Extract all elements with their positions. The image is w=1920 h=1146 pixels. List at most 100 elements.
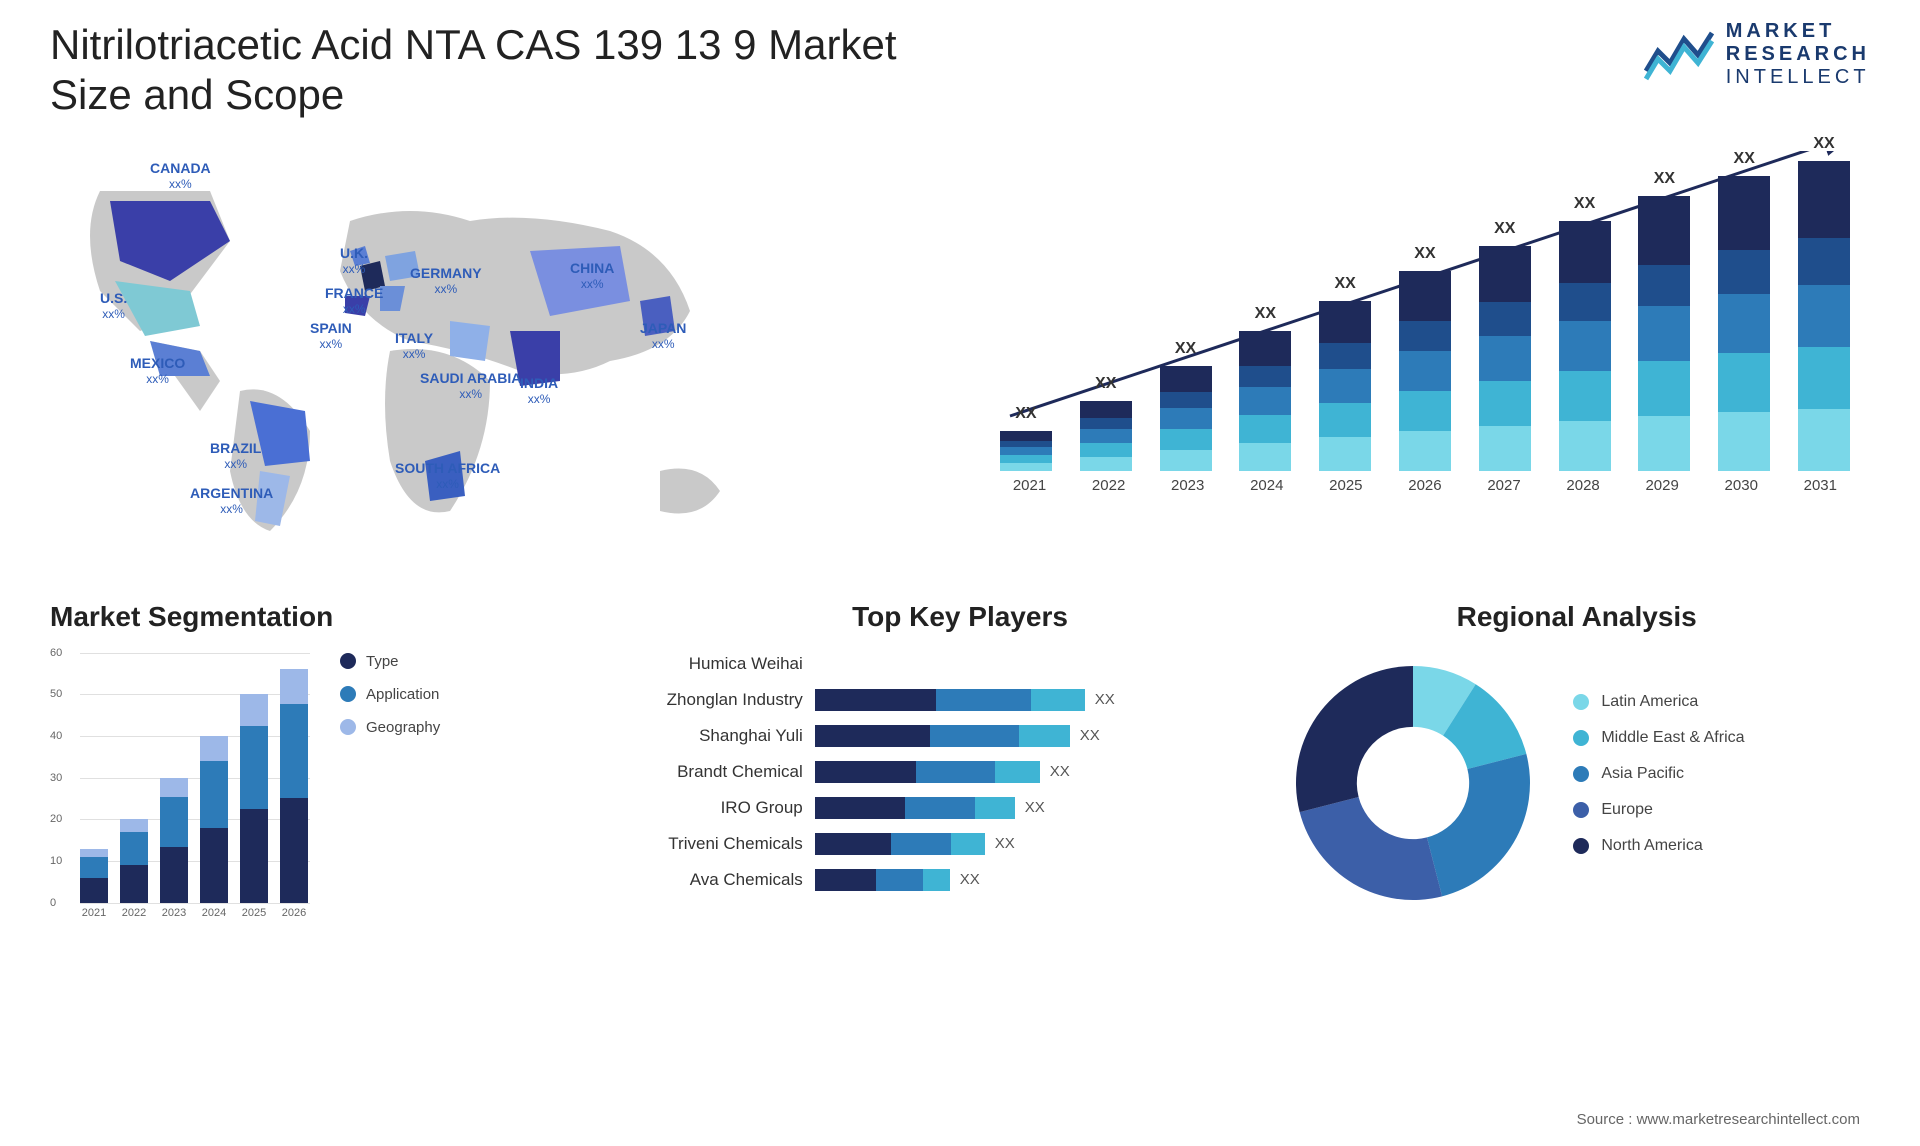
map-label: BRAZILxx% (210, 441, 261, 472)
logo-line3: INTELLECT (1726, 66, 1870, 89)
seg-year: 2026 (280, 907, 308, 919)
player-bar: XX (815, 869, 1115, 891)
legend-item: Geography (340, 719, 440, 736)
player-value: XX (1095, 691, 1115, 708)
bar-value-label: XX (1000, 405, 1052, 423)
map-label: ITALYxx% (395, 331, 433, 362)
map-label: ARGENTINAxx% (190, 486, 273, 517)
player-value: XX (1050, 763, 1070, 780)
map-label: SOUTH AFRICAxx% (395, 461, 500, 492)
regional-panel: Regional Analysis Latin AmericaMiddle Ea… (1283, 601, 1870, 933)
player-name: Zhonglan Industry (667, 689, 803, 711)
bar-value-label: XX (1319, 275, 1371, 293)
legend-item: Type (340, 653, 440, 670)
seg-year: 2025 (240, 907, 268, 919)
seg-year: 2021 (80, 907, 108, 919)
player-bar: XX (815, 833, 1115, 855)
regional-donut (1283, 653, 1543, 913)
market-bar: XX (1638, 196, 1690, 471)
seg-year: 2023 (160, 907, 188, 919)
player-name: IRO Group (721, 797, 803, 819)
year-label: 2022 (1083, 477, 1135, 494)
logo-line2: RESEARCH (1726, 43, 1870, 66)
bar-value-label: XX (1239, 305, 1291, 323)
year-label: 2031 (1794, 477, 1846, 494)
market-bar: XX (1080, 401, 1132, 471)
player-name: Ava Chemicals (690, 869, 803, 891)
year-label: 2021 (1004, 477, 1056, 494)
player-bar: XX (815, 725, 1115, 747)
year-label: 2029 (1636, 477, 1688, 494)
segmentation-bar (160, 778, 188, 903)
map-label: U.S.xx% (100, 291, 127, 322)
bar-value-label: XX (1399, 245, 1451, 263)
year-label: 2030 (1715, 477, 1767, 494)
bar-value-label: XX (1559, 195, 1611, 213)
market-bar: XX (1718, 176, 1770, 471)
donut-slice (1296, 666, 1413, 812)
legend-item: Asia Pacific (1573, 765, 1744, 783)
map-label: U.K.xx% (340, 246, 368, 277)
map-label: JAPANxx% (640, 321, 686, 352)
seg-year: 2022 (120, 907, 148, 919)
map-label: INDIAxx% (520, 376, 558, 407)
player-bar: XX (815, 689, 1115, 711)
segmentation-bar (80, 849, 108, 903)
players-title: Top Key Players (667, 601, 1254, 633)
legend-item: Application (340, 686, 440, 703)
page-title: Nitrilotriacetic Acid NTA CAS 139 13 9 M… (50, 20, 950, 121)
year-label: 2027 (1478, 477, 1530, 494)
segmentation-bar (200, 736, 228, 903)
map-label: SAUDI ARABIAxx% (420, 371, 521, 402)
year-label: 2025 (1320, 477, 1372, 494)
player-name: Shanghai Yuli (699, 725, 803, 747)
player-value: XX (960, 871, 980, 888)
logo-line1: MARKET (1726, 20, 1870, 43)
legend-item: Europe (1573, 801, 1744, 819)
bar-value-label: XX (1080, 375, 1132, 393)
legend-item: Latin America (1573, 693, 1744, 711)
market-bar: XX (1399, 271, 1451, 471)
legend-item: North America (1573, 837, 1744, 855)
players-panel: Top Key Players Humica Weihai Zhonglan In… (667, 601, 1254, 933)
bar-value-label: XX (1718, 150, 1770, 168)
map-label: MEXICOxx% (130, 356, 185, 387)
player-bar: XX (815, 761, 1115, 783)
year-label: 2028 (1557, 477, 1609, 494)
market-bar: XX (1239, 331, 1291, 471)
segmentation-title: Market Segmentation (50, 601, 637, 633)
donut-slice (1427, 754, 1530, 896)
year-label: 2026 (1399, 477, 1451, 494)
source-text: Source : www.marketresearchintellect.com (1577, 1111, 1860, 1128)
bar-value-label: XX (1798, 135, 1850, 153)
world-map: CANADAxx%U.S.xx%MEXICOxx%BRAZILxx%ARGENT… (50, 151, 940, 551)
player-bar (815, 653, 1115, 675)
market-bar: XX (1559, 221, 1611, 471)
segmentation-bar (280, 669, 308, 902)
map-label: GERMANYxx% (410, 266, 482, 297)
player-name: Humica Weihai (689, 653, 803, 675)
bar-value-label: XX (1160, 340, 1212, 358)
map-label: SPAINxx% (310, 321, 352, 352)
market-size-chart: XXXXXXXXXXXXXXXXXXXXXX 20212022202320242… (980, 151, 1870, 551)
map-label: CHINAxx% (570, 261, 614, 292)
year-label: 2024 (1241, 477, 1293, 494)
regional-title: Regional Analysis (1283, 601, 1870, 633)
market-bar: XX (1000, 431, 1052, 471)
player-name: Brandt Chemical (677, 761, 803, 783)
market-bar: XX (1160, 366, 1212, 471)
bar-value-label: XX (1638, 170, 1690, 188)
player-value: XX (1025, 799, 1045, 816)
segmentation-bar (240, 694, 268, 902)
donut-slice (1300, 797, 1442, 900)
bar-value-label: XX (1479, 220, 1531, 238)
market-bar: XX (1319, 301, 1371, 471)
map-label: FRANCExx% (325, 286, 383, 317)
segmentation-panel: Market Segmentation 0102030405060 202120… (50, 601, 637, 933)
segmentation-bar (120, 819, 148, 902)
player-bar: XX (815, 797, 1115, 819)
player-value: XX (1080, 727, 1100, 744)
market-bar: XX (1798, 161, 1850, 471)
player-name: Triveni Chemicals (668, 833, 802, 855)
year-label: 2023 (1162, 477, 1214, 494)
